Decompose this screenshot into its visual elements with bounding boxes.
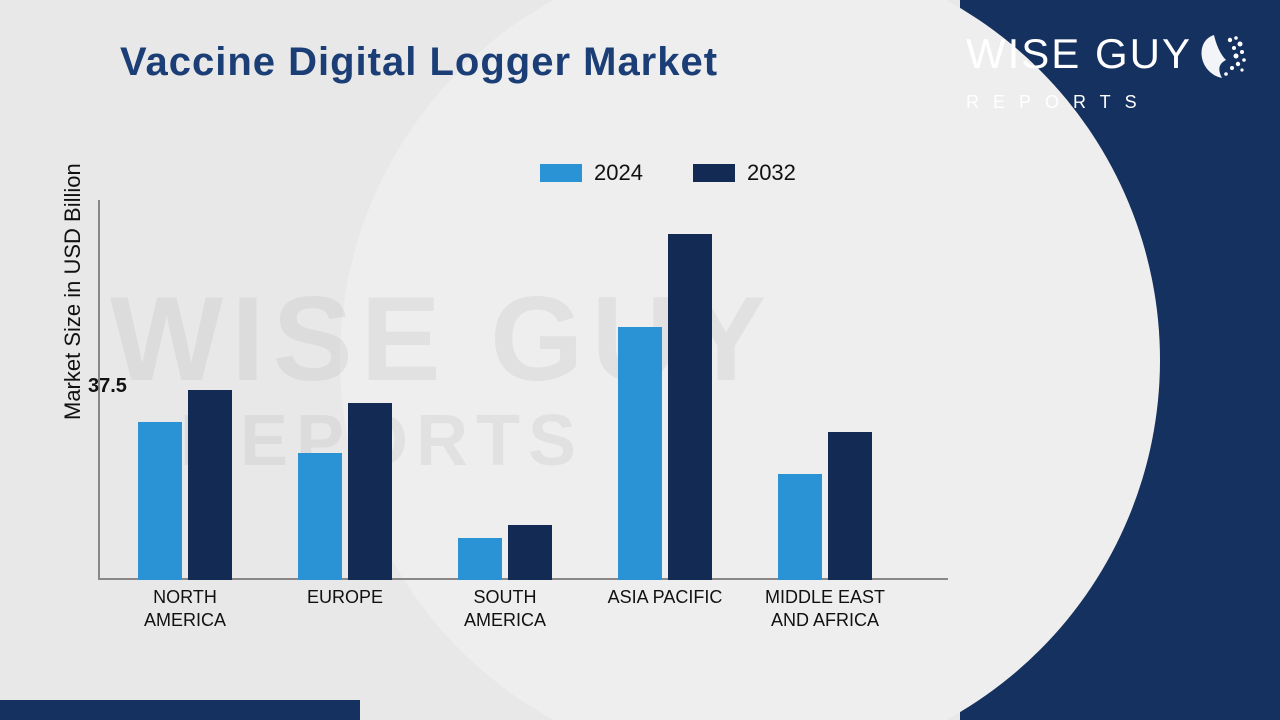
legend-item-2032: 2032	[693, 160, 796, 186]
category-label: ASIA PACIFIC	[600, 586, 730, 609]
bar	[668, 234, 712, 580]
chart-title: Vaccine Digital Logger Market	[120, 40, 718, 85]
bar	[138, 422, 182, 580]
category-label: MIDDLE EAST AND AFRICA	[760, 586, 890, 631]
y-axis-label: Market Size in USD Billion	[60, 163, 86, 420]
bar-group	[138, 390, 232, 580]
category-label: NORTH AMERICA	[120, 586, 250, 631]
legend-label-2032: 2032	[747, 160, 796, 186]
plot-area: NORTH AMERICA EUROPE SOUTH AMERICA ASIA PAC…	[98, 200, 948, 690]
bar	[778, 474, 822, 580]
category-label: EUROPE	[280, 586, 410, 609]
bar	[188, 390, 232, 580]
legend-swatch-2032	[693, 164, 735, 182]
brand-line-1: WISE GUY	[966, 30, 1250, 94]
head-icon	[1196, 30, 1250, 94]
legend: 2024 2032	[540, 160, 796, 186]
brand-logo: WISE GUY REPORTS	[966, 30, 1250, 113]
legend-item-2024: 2024	[540, 160, 643, 186]
bar	[828, 432, 872, 580]
bar	[348, 403, 392, 580]
bottom-accent-bar	[0, 700, 360, 720]
data-label: 37.5	[88, 375, 127, 398]
bar-group	[778, 432, 872, 580]
legend-label-2024: 2024	[594, 160, 643, 186]
canvas: WISE GUY REPORTS Vaccine Digital Logger …	[0, 0, 1280, 720]
bar	[618, 327, 662, 580]
bar	[458, 538, 502, 580]
bar-group	[618, 234, 712, 580]
category-label: SOUTH AMERICA	[440, 586, 570, 631]
bar	[508, 525, 552, 580]
bar	[298, 453, 342, 580]
bar-group	[298, 403, 392, 580]
legend-swatch-2024	[540, 164, 582, 182]
bar-group	[458, 525, 552, 580]
brand-line-2: REPORTS	[966, 92, 1250, 113]
